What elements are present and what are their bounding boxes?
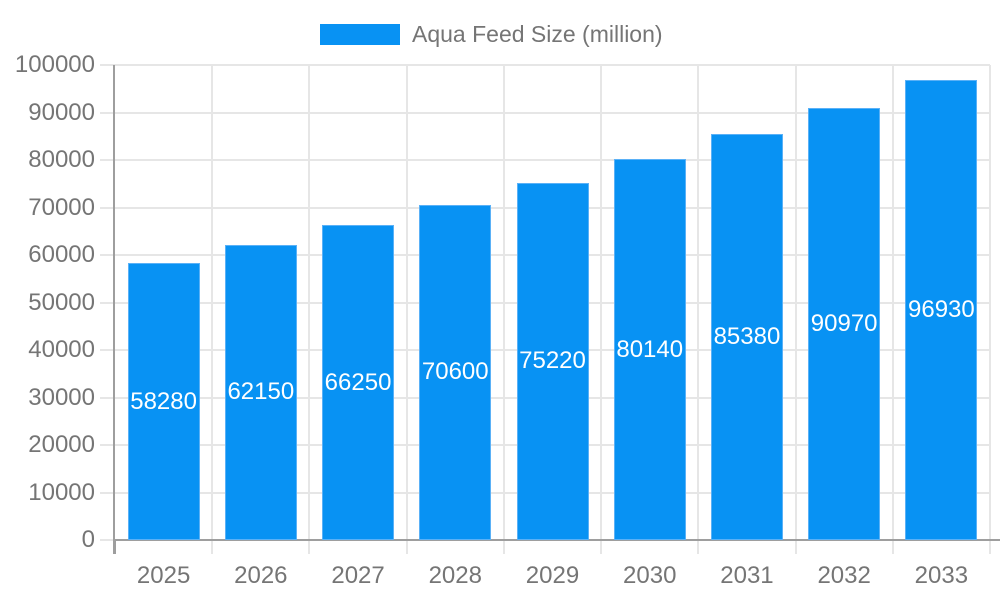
legend-swatch — [320, 24, 400, 45]
x-axis-tick — [211, 540, 214, 554]
gridline-vertical — [308, 65, 311, 540]
x-axis-tick — [308, 540, 311, 554]
y-axis-tick-label: 10000 — [28, 478, 95, 506]
y-axis-tick — [100, 396, 115, 399]
gridline-horizontal — [115, 64, 990, 66]
bar-2033[interactable] — [905, 79, 978, 540]
plot-area: 0 10000 20000 30000 40000 50000 60000 70000 8000… — [15, 51, 1000, 589]
x-axis-tick-label: 2025 — [136, 562, 191, 589]
x-axis-tick — [405, 540, 408, 554]
x-axis-tick-label: 2033 — [914, 562, 969, 589]
y-axis-tick-label: 50000 — [28, 288, 95, 316]
x-axis-tick-label: 2031 — [720, 562, 774, 589]
x-axis-tick-label: 2029 — [525, 562, 580, 589]
y-axis-tick — [100, 254, 115, 256]
gridline-vertical — [600, 65, 603, 540]
gridline-vertical — [891, 65, 894, 540]
gridline-vertical — [794, 65, 797, 540]
y-axis-tick-label: 80000 — [28, 146, 95, 173]
y-axis-tick — [100, 206, 115, 209]
x-axis-line — [113, 539, 1000, 541]
x-axis-tick — [600, 540, 603, 554]
x-axis-tick — [502, 540, 505, 554]
gridline-vertical — [211, 65, 214, 540]
bar-2026[interactable] — [224, 244, 297, 540]
y-axis-tick-label: 20000 — [28, 431, 95, 458]
bar-2032[interactable] — [808, 107, 881, 540]
gridline-vertical — [697, 65, 700, 540]
y-axis-tick — [100, 539, 115, 541]
legend[interactable]: Aqua Feed Size (million) — [320, 21, 663, 48]
gridline-vertical — [502, 65, 505, 540]
y-axis-tick-label: 70000 — [28, 193, 95, 221]
y-axis-tick — [100, 64, 115, 66]
y-axis-tick — [100, 111, 115, 114]
x-axis-tick — [697, 540, 700, 554]
bar-2027[interactable] — [322, 225, 395, 540]
x-axis-tick-label: 2028 — [428, 562, 482, 589]
y-axis-tick — [100, 301, 115, 304]
y-axis-tick-label: 90000 — [28, 98, 95, 126]
y-axis-tick — [100, 491, 115, 494]
x-axis-tick — [794, 540, 797, 554]
bar-2030[interactable] — [613, 159, 686, 540]
y-axis-tick — [100, 444, 115, 446]
y-axis-tick-label: 30000 — [28, 383, 95, 411]
y-axis-tick — [100, 159, 115, 161]
bar-2031[interactable] — [710, 134, 783, 540]
x-axis-tick-label: 2027 — [331, 562, 385, 589]
gridline-vertical — [989, 65, 991, 540]
y-axis-tick-label: 60000 — [28, 241, 95, 268]
legend-label: Aqua Feed Size (million) — [412, 21, 663, 47]
gridline-vertical — [405, 65, 408, 540]
y-axis-tick-label: 0 — [81, 526, 95, 553]
gridline-horizontal — [115, 159, 990, 161]
y-axis-tick — [100, 349, 115, 351]
y-axis-tick-label: 100000 — [14, 51, 95, 78]
y-axis-line — [113, 65, 115, 554]
bar-2025[interactable] — [127, 263, 200, 540]
y-axis-tick-label: 40000 — [28, 336, 95, 363]
x-axis-tick — [989, 540, 991, 554]
bar-2029[interactable] — [516, 182, 589, 540]
x-axis-tick-label: 2026 — [234, 562, 288, 589]
x-axis-tick — [891, 540, 894, 554]
x-axis-tick-label: 2030 — [623, 562, 677, 589]
bar-2028[interactable] — [419, 204, 492, 540]
gridline-horizontal — [115, 111, 990, 114]
x-axis-tick-label: 2032 — [817, 562, 871, 589]
x-axis-tick — [114, 540, 116, 554]
